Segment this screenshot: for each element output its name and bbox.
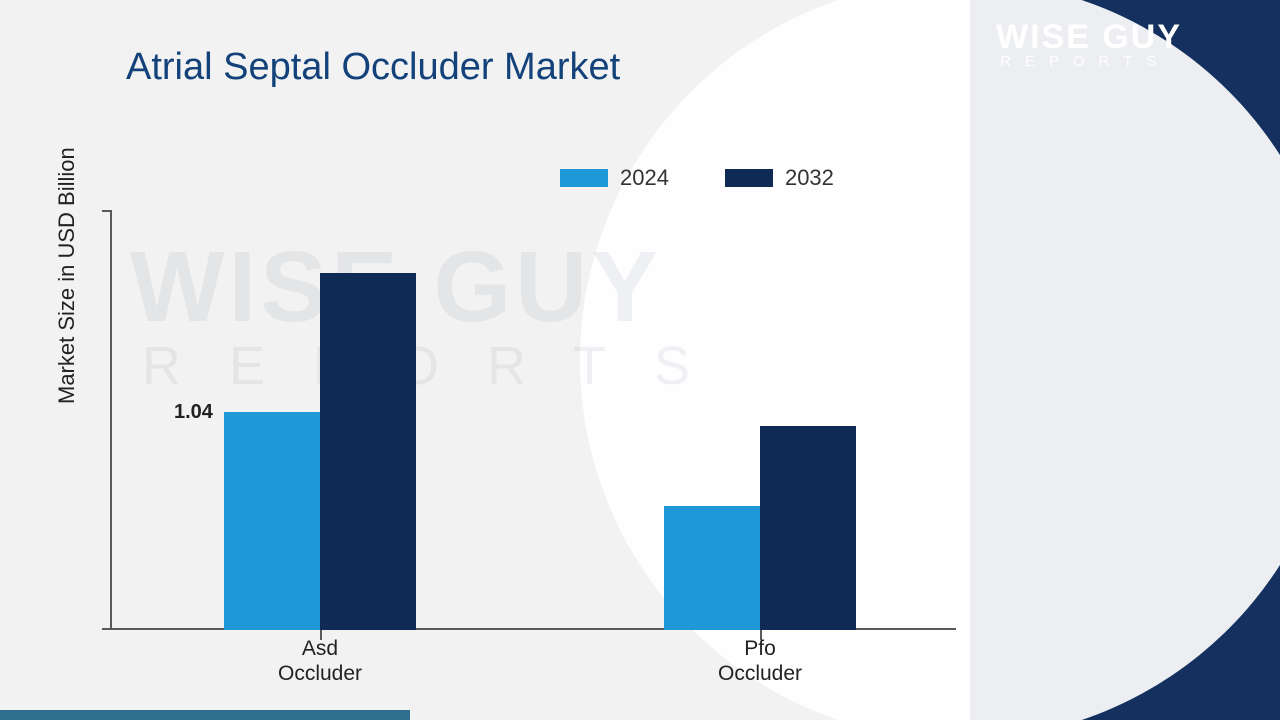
x-label-line1: Asd [220,636,420,661]
legend: 2024 2032 [560,165,834,191]
legend-swatch-2024 [560,169,608,187]
legend-item-2024: 2024 [560,165,669,191]
x-label-line2: Occluder [220,661,420,686]
legend-label-2024: 2024 [620,165,669,191]
bar-asd-2024 [224,412,320,630]
y-tick [102,210,110,212]
y-axis-line [110,210,112,630]
legend-label-2032: 2032 [785,165,834,191]
brand-logo: WISE GUY REPORTS [996,18,1256,70]
y-axis-label: Market Size in USD Billion [54,147,80,404]
bar-asd-2032 [320,273,416,630]
chart-title: Atrial Septal Occluder Market [126,46,620,89]
x-category-label: Pfo Occluder [660,630,860,686]
plot-area: 1.04 Asd Occluder Pfo Occluder [110,210,950,630]
x-category-label: Asd Occluder [220,630,420,686]
bottom-accent-strip [0,710,410,720]
legend-swatch-2032 [725,169,773,187]
brand-line2: REPORTS [1000,53,1256,70]
chart-canvas: WISE GUY REPORTS Atrial Septal Occluder … [0,0,1280,720]
brand-line1: WISE GUY [996,18,1256,57]
legend-item-2032: 2032 [725,165,834,191]
x-label-line1: Pfo [660,636,860,661]
x-label-line2: Occluder [660,661,860,686]
bar-pfo-2024 [664,506,760,630]
bar-pfo-2032 [760,426,856,630]
bar-value-label: 1.04 [174,401,213,424]
y-tick [102,628,110,630]
